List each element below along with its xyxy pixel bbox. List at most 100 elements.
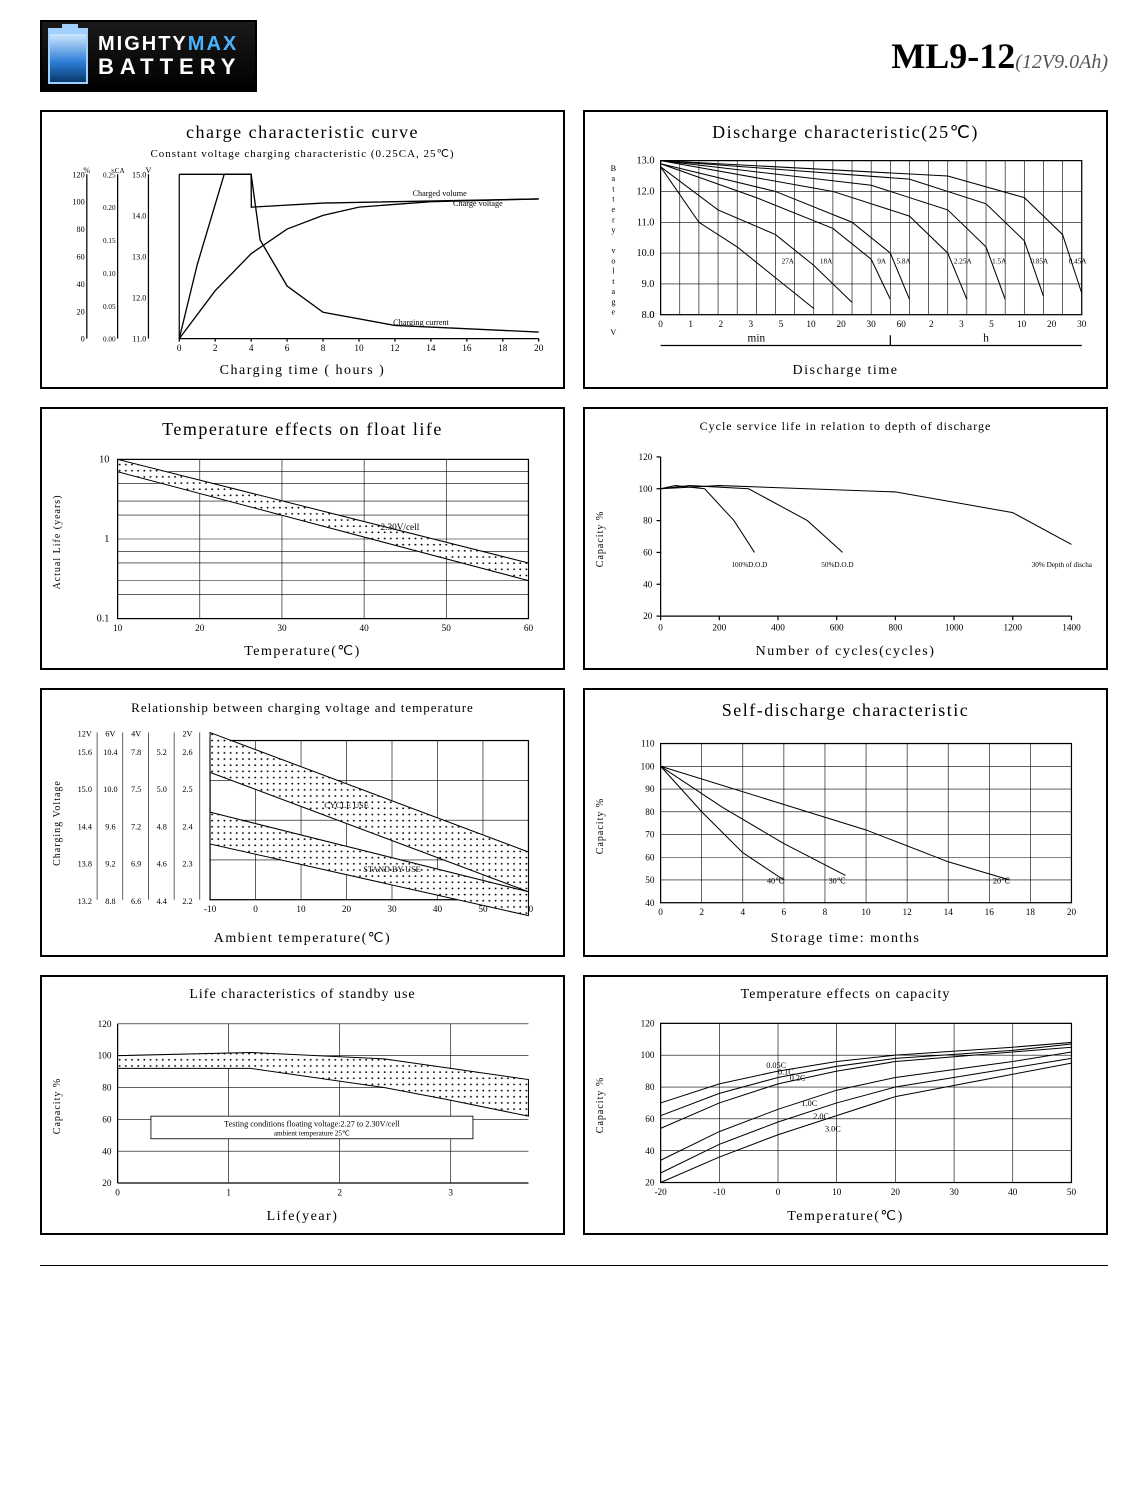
svg-text:120: 120 <box>641 1018 655 1028</box>
svg-text:4: 4 <box>740 907 745 917</box>
brand-line1a: MIGHTY <box>98 33 188 55</box>
svg-text:120: 120 <box>639 452 653 462</box>
svg-text:80: 80 <box>645 807 655 817</box>
chart1-area: %×CAV0204060801001200.000.050.100.150.20… <box>56 164 549 359</box>
chart1-xlabel: Charging time ( hours ) <box>56 363 549 379</box>
svg-text:2.30V/cell: 2.30V/cell <box>381 522 420 532</box>
svg-text:3: 3 <box>959 319 964 329</box>
chart8-ylabel: Capacity % <box>595 1077 606 1133</box>
svg-text:13.8: 13.8 <box>78 860 92 869</box>
svg-text:1.5A: 1.5A <box>992 257 1007 265</box>
chart6-xlabel: Storage time: months <box>599 931 1092 947</box>
svg-text:ambient temperature 25℃: ambient temperature 25℃ <box>274 1129 350 1137</box>
chart8-area: Capacity % 20406080100120-20-10010203040… <box>599 1007 1092 1204</box>
chart7-title: Life characteristics of standby use <box>56 987 549 1003</box>
svg-text:14: 14 <box>426 343 436 353</box>
svg-text:3: 3 <box>448 1187 453 1197</box>
page-header: MIGHTYMAX BATTERY ML9-12(12V9.0Ah) <box>40 20 1108 92</box>
chart4-title: Cycle service life in relation to depth … <box>599 419 1092 434</box>
svg-text:70: 70 <box>645 830 655 840</box>
svg-text:200: 200 <box>712 623 726 633</box>
chart7-xlabel: Life(year) <box>56 1209 549 1225</box>
panel-self-discharge: Self-discharge characteristic Capacity %… <box>583 688 1108 956</box>
svg-text:15.0: 15.0 <box>78 785 92 794</box>
svg-text:12: 12 <box>390 343 400 353</box>
svg-text:40: 40 <box>433 904 443 914</box>
panel-voltage-temp: Relationship between charging voltage an… <box>40 688 565 956</box>
chart6-title: Self-discharge characteristic <box>599 700 1092 721</box>
svg-text:0.25: 0.25 <box>103 171 116 179</box>
svg-text:10: 10 <box>99 455 109 466</box>
chart5-area: Charging Voltage 12V15.615.014.413.813.2… <box>56 720 549 925</box>
svg-text:5.0: 5.0 <box>157 785 167 794</box>
svg-text:40: 40 <box>1008 1187 1018 1197</box>
svg-text:6.6: 6.6 <box>131 897 141 906</box>
svg-text:6: 6 <box>782 907 787 917</box>
chart4-xlabel: Number of cycles(cycles) <box>599 644 1092 660</box>
svg-text:e: e <box>612 205 616 214</box>
svg-text:10: 10 <box>832 1187 842 1197</box>
chart5-title: Relationship between charging voltage an… <box>56 700 549 716</box>
svg-text:9.2: 9.2 <box>105 860 115 869</box>
svg-text:20: 20 <box>643 611 653 621</box>
svg-text:0: 0 <box>649 310 654 321</box>
svg-text:2: 2 <box>699 907 704 917</box>
svg-text:800: 800 <box>888 623 902 633</box>
svg-text:100%D.O.D: 100%D.O.D <box>731 561 767 569</box>
panel-discharge-characteristic: Discharge characteristic(25℃) 8.09.010.0… <box>583 110 1108 389</box>
svg-text:80: 80 <box>102 1082 112 1092</box>
panel-cycle-life: Cycle service life in relation to depth … <box>583 407 1108 670</box>
svg-text:100: 100 <box>639 484 653 494</box>
svg-text:0.00: 0.00 <box>103 336 116 344</box>
svg-text:4.6: 4.6 <box>157 860 167 869</box>
svg-text:1000: 1000 <box>945 623 964 633</box>
svg-text:18: 18 <box>1026 907 1036 917</box>
svg-text:CYCLE USE: CYCLE USE <box>324 801 368 810</box>
svg-text:27A: 27A <box>782 257 795 265</box>
svg-text:80: 80 <box>643 516 653 526</box>
svg-text:10: 10 <box>354 343 364 353</box>
svg-text:4: 4 <box>249 343 254 353</box>
svg-text:10.0: 10.0 <box>103 785 117 794</box>
chart5-ylabel: Charging Voltage <box>52 780 63 866</box>
brand-line1b: MAX <box>188 33 238 55</box>
svg-text:6.9: 6.9 <box>131 860 141 869</box>
svg-text:600: 600 <box>830 623 844 633</box>
product-title: ML9-12(12V9.0Ah) <box>891 35 1108 77</box>
chart3-ylabel: Actual Life (years) <box>52 494 63 589</box>
svg-text:12.0: 12.0 <box>132 294 146 303</box>
svg-text:2.4: 2.4 <box>182 823 192 832</box>
svg-text:12.0: 12.0 <box>636 187 654 198</box>
svg-text:40: 40 <box>645 1145 655 1155</box>
svg-text:40: 40 <box>643 579 653 589</box>
svg-text:t: t <box>612 195 615 204</box>
svg-text:40℃: 40℃ <box>767 877 784 886</box>
svg-text:60: 60 <box>643 548 653 558</box>
brand-line2: BATTERY <box>98 55 241 78</box>
svg-text:30: 30 <box>949 1187 959 1197</box>
svg-text:30% Depth of discharge: 30% Depth of discharge <box>1032 561 1092 569</box>
svg-text:10: 10 <box>296 904 306 914</box>
svg-text:2V: 2V <box>182 730 192 739</box>
svg-text:120: 120 <box>98 1019 112 1029</box>
svg-text:60: 60 <box>897 319 907 329</box>
svg-text:0.85A: 0.85A <box>1030 257 1049 265</box>
chart4-ylabel: Capacity % <box>595 511 606 567</box>
svg-text:20: 20 <box>1047 319 1057 329</box>
svg-text:g: g <box>611 297 615 306</box>
svg-text:50%D.O.D: 50%D.O.D <box>821 561 853 569</box>
svg-text:10: 10 <box>806 319 816 329</box>
svg-text:l: l <box>612 267 615 276</box>
svg-text:1400: 1400 <box>1062 623 1081 633</box>
svg-text:y: y <box>611 226 616 235</box>
svg-text:20℃: 20℃ <box>993 877 1010 886</box>
chart3-title: Temperature effects on float life <box>56 419 549 440</box>
svg-text:20: 20 <box>891 1187 901 1197</box>
svg-text:2.25A: 2.25A <box>954 257 973 265</box>
svg-text:1: 1 <box>104 534 109 545</box>
svg-text:2.5: 2.5 <box>182 785 192 794</box>
chart-grid: charge characteristic curve Constant vol… <box>40 110 1108 1235</box>
product-spec: (12V9.0Ah) <box>1015 51 1108 73</box>
chart2-xlabel: Discharge time <box>599 363 1092 379</box>
svg-text:4.4: 4.4 <box>157 897 167 906</box>
